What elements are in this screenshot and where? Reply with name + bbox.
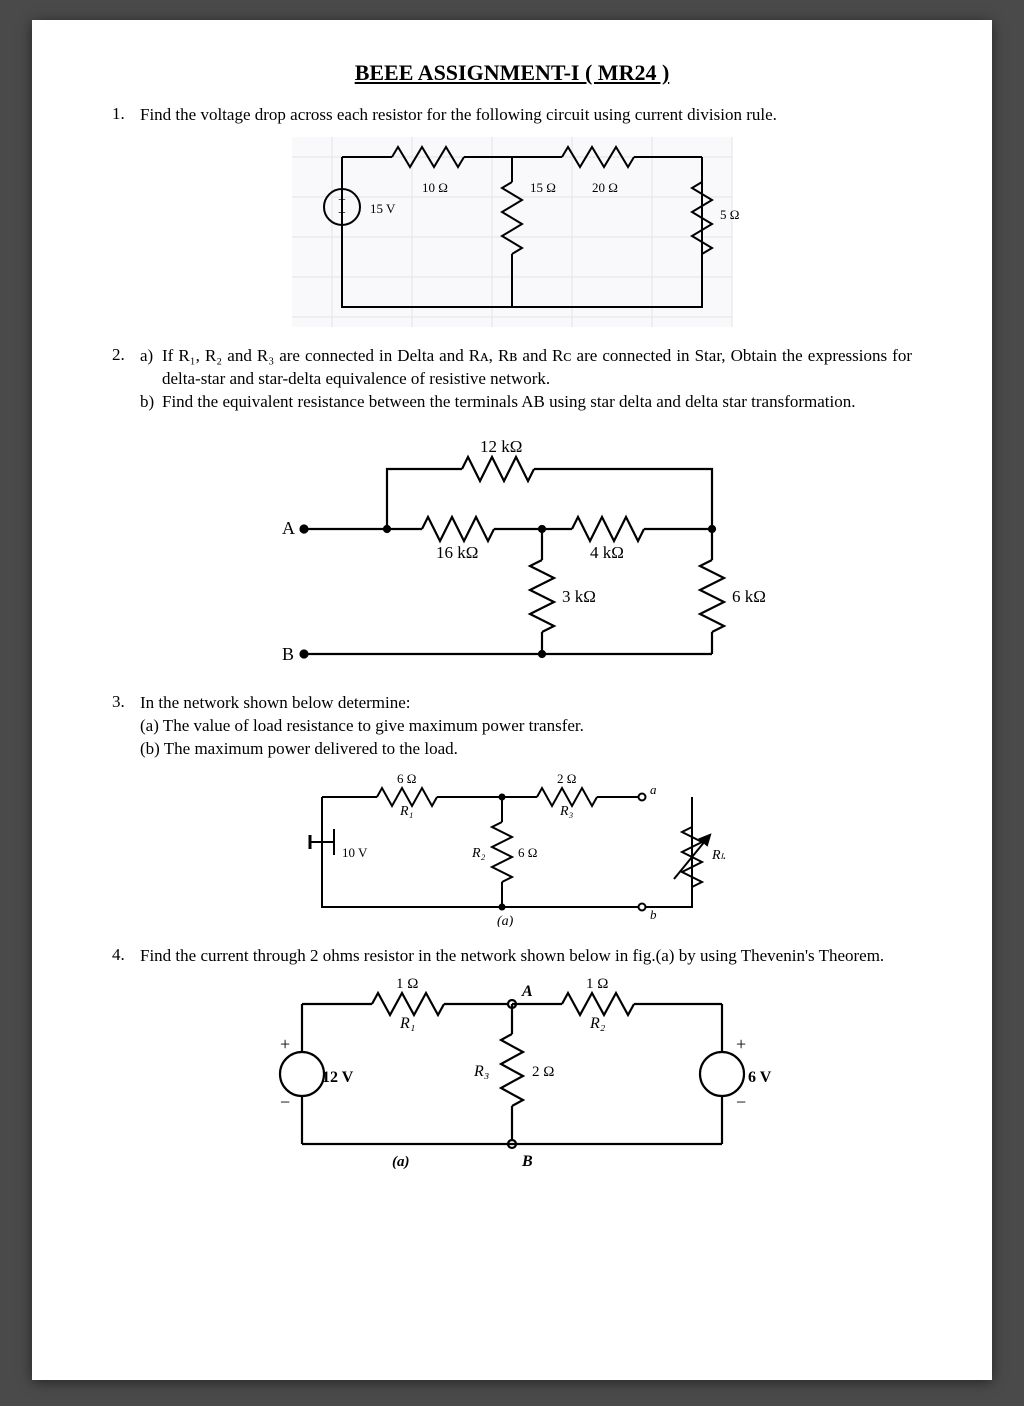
svg-text:R₁: R₁ bbox=[399, 804, 413, 819]
q3a: (a) The value of load resistance to give… bbox=[140, 715, 912, 738]
question-1: 1. Find the voltage drop across each res… bbox=[112, 104, 912, 127]
svg-text:10 Ω: 10 Ω bbox=[422, 180, 448, 195]
q4-number: 4. bbox=[112, 945, 140, 968]
figure-1: + − 15 V 10 Ω 15 Ω 20 Ω 5 Ω bbox=[112, 137, 912, 327]
svg-text:R₃: R₃ bbox=[473, 1063, 489, 1080]
svg-text:R₃: R₃ bbox=[559, 804, 574, 819]
svg-text:12 V: 12 V bbox=[322, 1069, 354, 1086]
q2-number: 2. bbox=[112, 345, 140, 414]
svg-text:2 Ω: 2 Ω bbox=[532, 1064, 554, 1080]
svg-text:a: a bbox=[650, 782, 657, 797]
svg-text:−: − bbox=[338, 206, 346, 221]
q2b: b) Find the equivalent resistance betwee… bbox=[140, 391, 912, 414]
svg-text:3 kΩ: 3 kΩ bbox=[562, 587, 596, 606]
question-4: 4. Find the current through 2 ohms resis… bbox=[112, 945, 912, 968]
svg-text:B: B bbox=[521, 1153, 533, 1170]
svg-text:b: b bbox=[650, 907, 657, 922]
svg-text:6 Ω: 6 Ω bbox=[518, 845, 537, 860]
question-3: 3. In the network shown below determine:… bbox=[112, 692, 912, 761]
q1-number: 1. bbox=[112, 104, 140, 127]
q1-text: Find the voltage drop across each resist… bbox=[140, 104, 912, 127]
figure-3: 6 Ω R₁ 2 Ω R₃ R₂ 6 Ω Rₗ. 10 V a b (a) bbox=[112, 767, 912, 927]
svg-text:12 kΩ: 12 kΩ bbox=[480, 437, 522, 456]
svg-text:A: A bbox=[282, 518, 295, 538]
q3-number: 3. bbox=[112, 692, 140, 761]
svg-text:(a): (a) bbox=[497, 914, 514, 927]
svg-text:R₁: R₁ bbox=[399, 1015, 415, 1032]
svg-text:R₂: R₂ bbox=[589, 1015, 606, 1032]
figure-2: A B 12 kΩ 16 kΩ 4 kΩ 3 kΩ 6 kΩ bbox=[112, 424, 912, 674]
svg-text:−: − bbox=[736, 1092, 746, 1112]
svg-text:16 kΩ: 16 kΩ bbox=[436, 543, 478, 562]
svg-text:1 Ω: 1 Ω bbox=[396, 976, 418, 992]
svg-text:Rₗ.: Rₗ. bbox=[711, 848, 726, 863]
question-2: 2. a) If R₁, R₂ and R₃ are connected in … bbox=[112, 345, 912, 414]
svg-text:6 kΩ: 6 kΩ bbox=[732, 587, 766, 606]
svg-text:10 V: 10 V bbox=[342, 845, 368, 860]
svg-text:1 Ω: 1 Ω bbox=[586, 976, 608, 992]
svg-text:2 Ω: 2 Ω bbox=[557, 771, 576, 786]
q4-text: Find the current through 2 ohms resistor… bbox=[140, 945, 912, 968]
svg-text:+: + bbox=[736, 1034, 746, 1054]
figure-4: + − + − 12 V 6 V 1 Ω R₁ 1 Ω R₂ R₃ 2 Ω A … bbox=[112, 974, 912, 1174]
document-page: BEEE ASSIGNMENT-I ( MR24 ) 1. Find the v… bbox=[32, 20, 992, 1380]
svg-text:+: + bbox=[280, 1034, 290, 1054]
svg-text:15 Ω: 15 Ω bbox=[530, 180, 556, 195]
svg-text:A: A bbox=[521, 983, 533, 1000]
svg-text:4 kΩ: 4 kΩ bbox=[590, 543, 624, 562]
svg-text:(a): (a) bbox=[392, 1154, 410, 1170]
svg-text:5 Ω: 5 Ω bbox=[720, 207, 739, 222]
svg-text:15 V: 15 V bbox=[370, 201, 396, 216]
page-title: BEEE ASSIGNMENT-I ( MR24 ) bbox=[112, 60, 912, 86]
svg-text:6 Ω: 6 Ω bbox=[397, 771, 416, 786]
svg-text:−: − bbox=[280, 1092, 290, 1112]
svg-text:R₂: R₂ bbox=[471, 846, 486, 861]
q2a: a) If R₁, R₂ and R₃ are connected in Del… bbox=[140, 345, 912, 391]
svg-text:6 V: 6 V bbox=[748, 1069, 772, 1086]
svg-text:20 Ω: 20 Ω bbox=[592, 180, 618, 195]
q3-text: In the network shown below determine: bbox=[140, 692, 912, 715]
svg-text:B: B bbox=[282, 644, 294, 664]
q3b: (b) The maximum power delivered to the l… bbox=[140, 738, 912, 761]
